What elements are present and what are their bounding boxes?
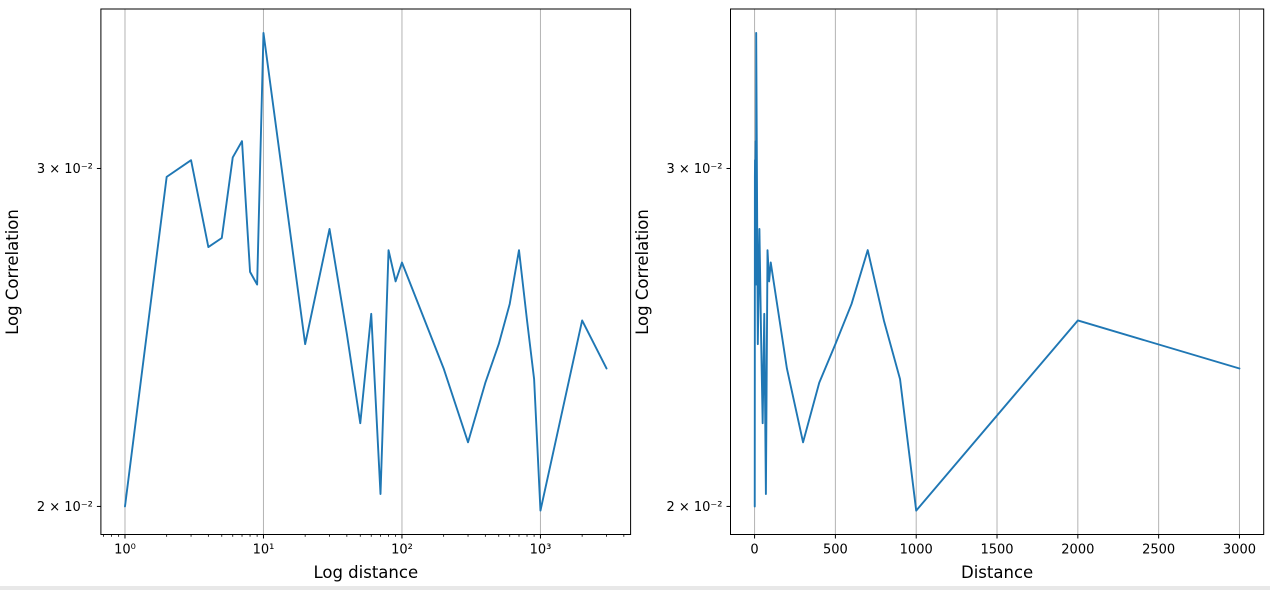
right-chart-xlabel: Distance <box>961 563 1033 582</box>
x-tick-label: 1000 <box>900 543 933 558</box>
right-chart-ticks: 0 500 1000 1500 2000 2500 3000 3 × 10⁻² 2 × 10⁻² <box>666 162 1256 558</box>
right-chart-ylabel: Log Correlation <box>633 209 652 335</box>
left-chart-grid <box>124 9 541 535</box>
x-tick-label: 10² <box>391 543 413 558</box>
data-series-line <box>124 31 608 512</box>
x-tick-label: 3000 <box>1223 543 1256 558</box>
x-tick-label: 2000 <box>1061 543 1094 558</box>
x-tick-label: 10¹ <box>253 543 275 558</box>
right-chart-grid <box>754 9 1240 535</box>
left-chart-ylabel: Log Correlation <box>3 209 22 335</box>
x-tick-label: 10⁰ <box>114 543 136 558</box>
x-tick-label: 500 <box>823 543 848 558</box>
x-tick-label: 1500 <box>980 543 1013 558</box>
y-tick-label: 2 × 10⁻² <box>37 500 93 515</box>
y-tick-label: 2 × 10⁻² <box>666 500 722 515</box>
right-chart-series <box>753 31 1241 512</box>
x-tick-label: 10³ <box>530 543 552 558</box>
y-tick-label: 3 × 10⁻² <box>666 162 722 177</box>
plot-border <box>100 8 632 535</box>
data-series-line <box>753 31 1241 512</box>
x-tick-label: 2500 <box>1142 543 1175 558</box>
y-tick-label: 3 × 10⁻² <box>37 162 93 177</box>
left-chart-spines <box>100 8 632 535</box>
left-chart: 10⁰ 10¹ 10² 10³ 3 × 10⁻² 2 × 10⁻² Log distanc… <box>3 8 632 582</box>
left-chart-ticks: 10⁰ 10¹ 10² 10³ 3 × 10⁻² 2 × 10⁻² <box>37 162 625 558</box>
left-chart-xlabel: Log distance <box>313 563 418 582</box>
right-chart: 0 500 1000 1500 2000 2500 3000 3 × 10⁻² 2 × 10⁻²… <box>633 8 1265 582</box>
x-tick-label: 0 <box>750 543 758 558</box>
left-chart-series <box>124 31 608 512</box>
